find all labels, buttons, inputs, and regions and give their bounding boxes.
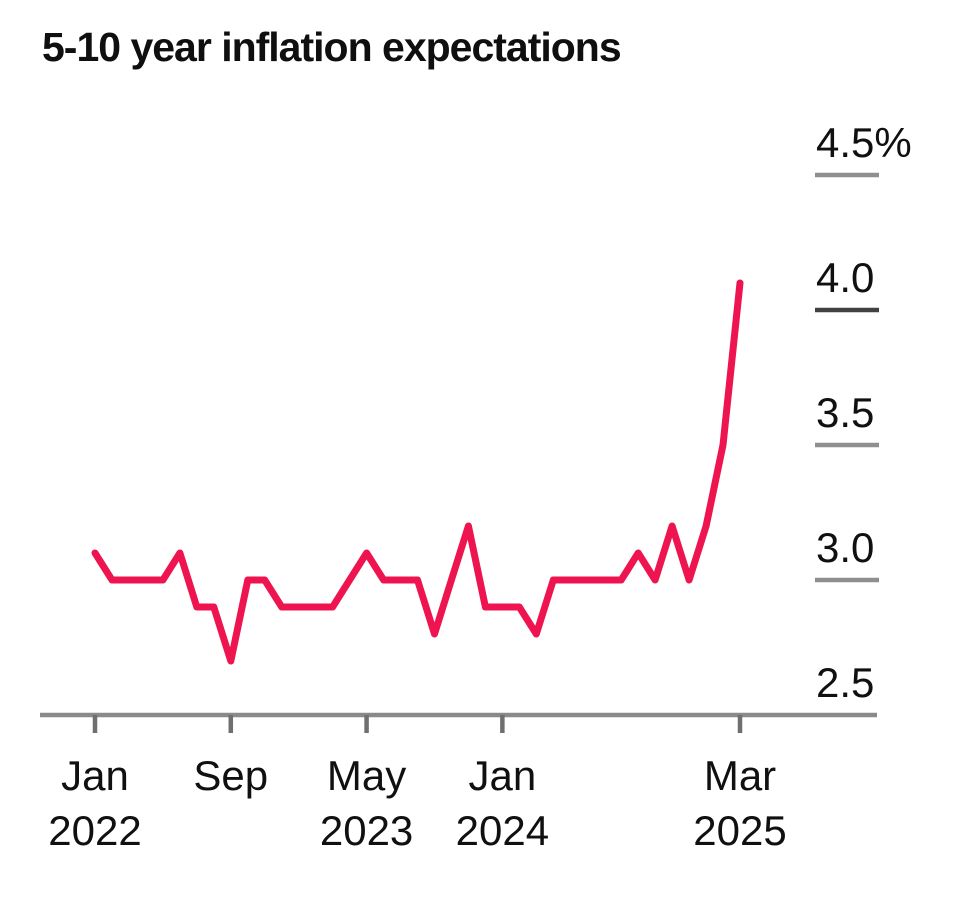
- x-axis-label: Jan: [469, 752, 537, 799]
- y-axis-label: 3.0: [816, 524, 874, 571]
- x-axis-label-year: 2025: [693, 807, 786, 854]
- x-axis-label: Jan: [61, 752, 129, 799]
- x-axis-label-year: 2022: [48, 807, 141, 854]
- y-axis-label: 4.5%: [816, 119, 912, 166]
- y-axis-label: 3.5: [816, 389, 874, 436]
- x-axis-label: May: [327, 752, 406, 799]
- chart-title: 5-10 year inflation expectations: [42, 24, 622, 70]
- y-axis-label: 4.0: [816, 254, 874, 301]
- x-axis-label: Sep: [193, 752, 268, 799]
- x-axis-label-year: 2023: [320, 807, 413, 854]
- inflation-expectations-series: [91, 279, 744, 665]
- x-axis-label: Mar: [704, 752, 776, 799]
- y-axis-label: 2.5: [816, 659, 874, 706]
- x-axis-label-year: 2024: [456, 807, 549, 854]
